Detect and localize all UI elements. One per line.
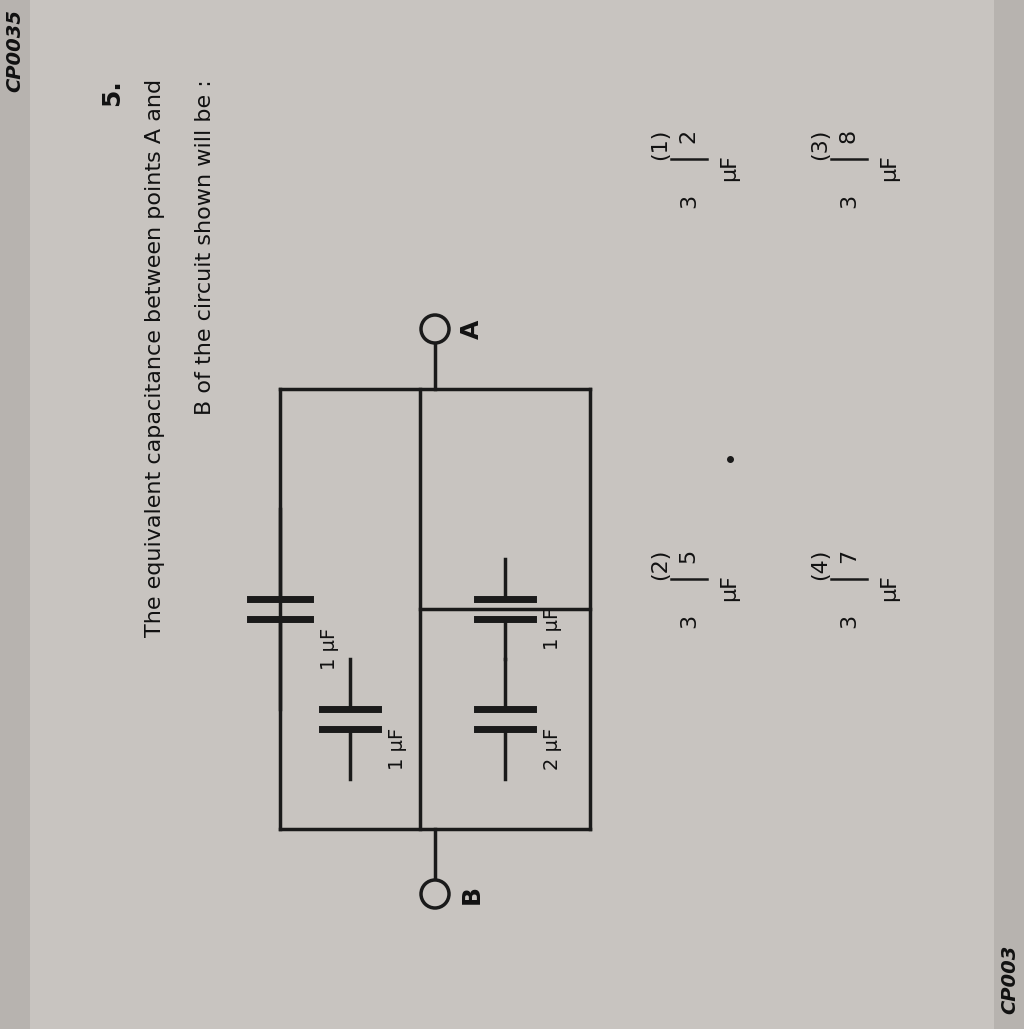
Circle shape bbox=[421, 880, 449, 908]
Text: 3: 3 bbox=[839, 194, 859, 208]
Text: 5: 5 bbox=[679, 549, 698, 563]
Text: 3: 3 bbox=[839, 614, 859, 628]
Text: B: B bbox=[460, 885, 484, 903]
Text: 1 μF: 1 μF bbox=[543, 608, 562, 650]
Text: μF: μF bbox=[879, 154, 899, 181]
Bar bbox=[0, 0, 30, 1029]
Text: 2 μF: 2 μF bbox=[543, 728, 562, 770]
Text: B of the circuit shown will be :: B of the circuit shown will be : bbox=[195, 79, 215, 415]
Text: 1 μF: 1 μF bbox=[319, 628, 339, 670]
Text: μF: μF bbox=[719, 154, 738, 181]
Text: A: A bbox=[460, 319, 484, 339]
Text: 3: 3 bbox=[679, 194, 698, 208]
Text: The equivalent capacitance between points A and: The equivalent capacitance between point… bbox=[145, 79, 165, 637]
Text: CP003: CP003 bbox=[1000, 945, 1020, 1014]
Text: (2): (2) bbox=[650, 549, 670, 580]
Text: 2: 2 bbox=[679, 129, 698, 143]
Text: 7: 7 bbox=[839, 549, 859, 563]
Text: 1 μF: 1 μF bbox=[388, 728, 407, 770]
Text: μF: μF bbox=[879, 574, 899, 601]
Text: (3): (3) bbox=[810, 129, 830, 161]
Text: 8: 8 bbox=[839, 129, 859, 143]
Text: CP0035: CP0035 bbox=[5, 9, 25, 92]
Circle shape bbox=[421, 315, 449, 343]
Text: 5.: 5. bbox=[100, 79, 124, 106]
Bar bbox=[994, 0, 1024, 1029]
Text: μF: μF bbox=[719, 574, 738, 601]
Text: (4): (4) bbox=[810, 549, 830, 580]
Text: (1): (1) bbox=[650, 129, 670, 161]
Text: 3: 3 bbox=[679, 614, 698, 628]
